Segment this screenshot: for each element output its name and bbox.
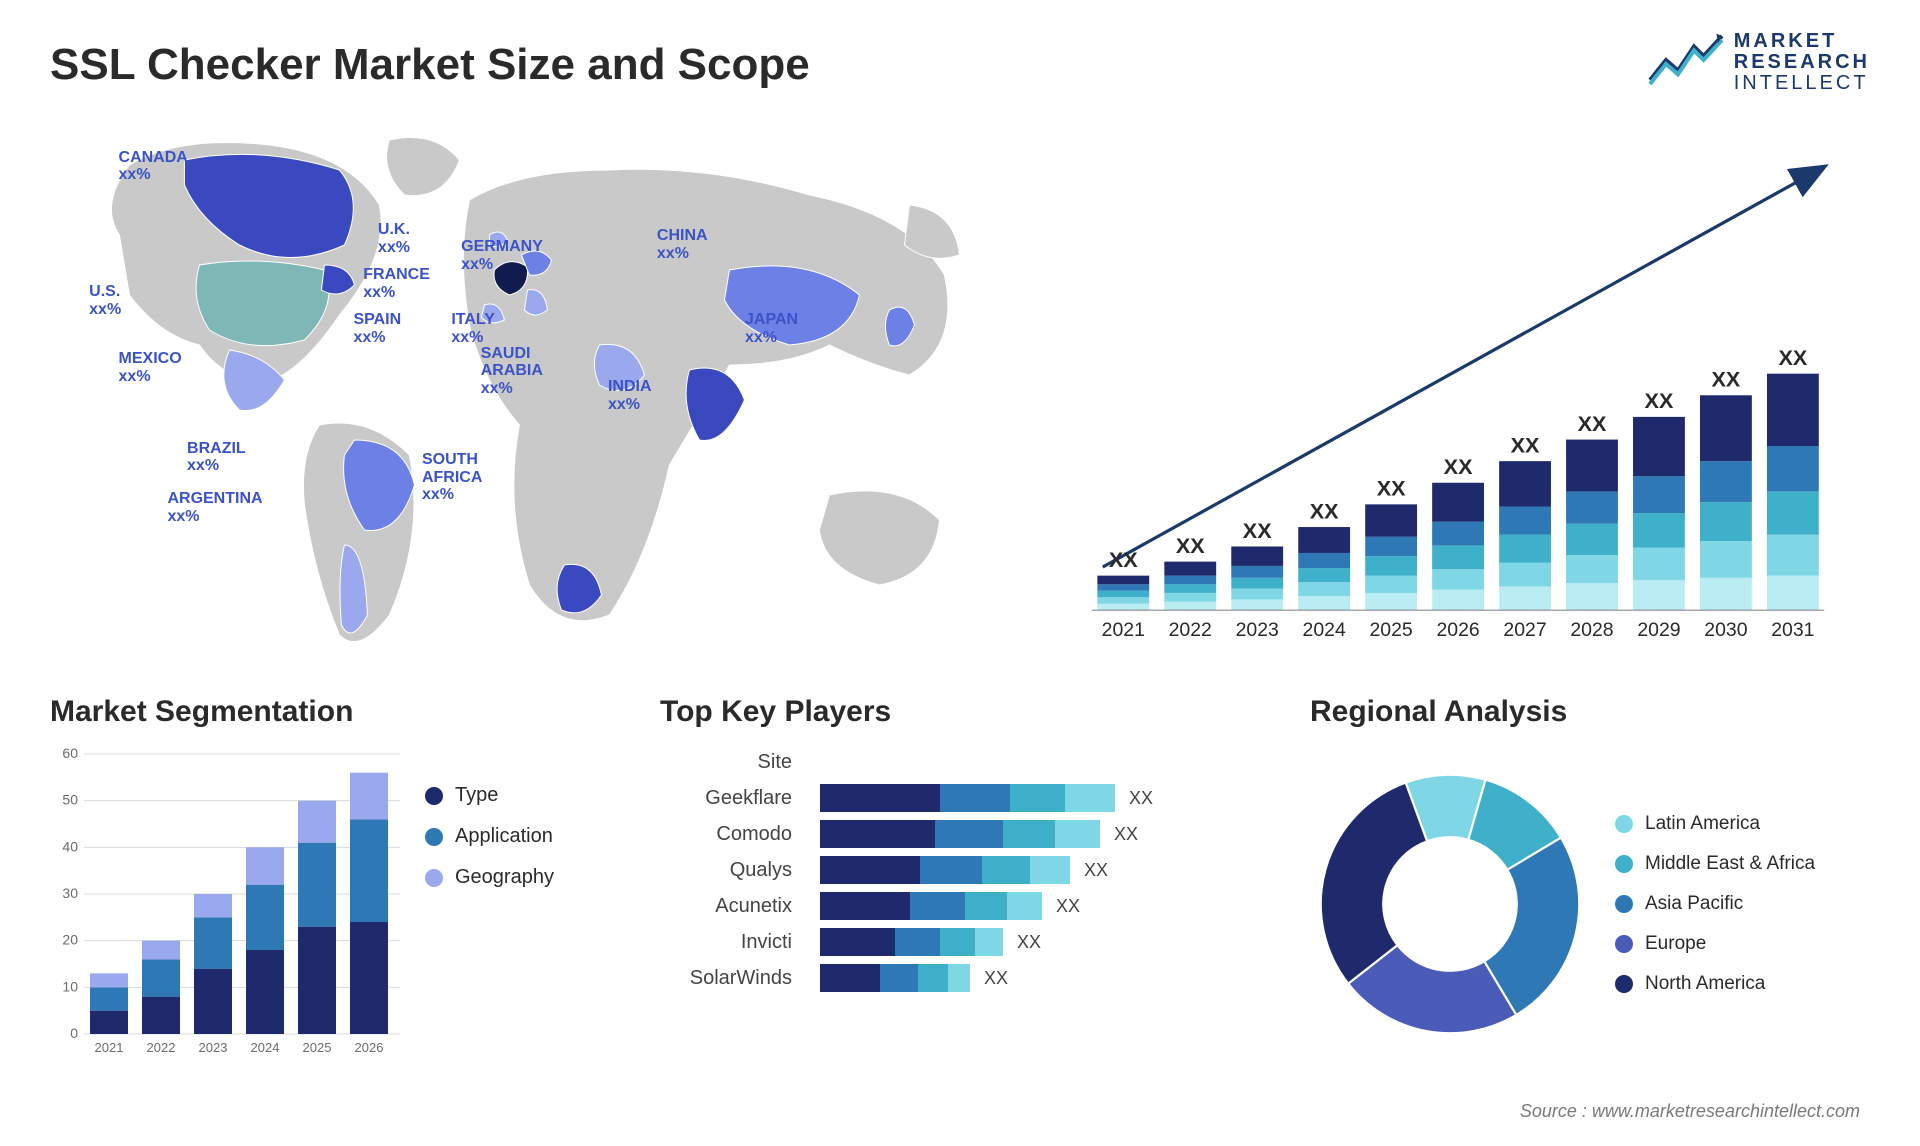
players-labels: Site Geekflare Comodo Qualys Acunetix Invicti… bbox=[660, 744, 800, 996]
svg-text:XX: XX bbox=[1778, 345, 1807, 370]
svg-text:2031: 2031 bbox=[1771, 619, 1814, 641]
svg-text:2026: 2026 bbox=[1436, 619, 1479, 641]
svg-text:2024: 2024 bbox=[1302, 619, 1345, 641]
legend-item: Application bbox=[425, 825, 554, 848]
map-label: SOUTHAFRICAxx% bbox=[422, 451, 482, 504]
svg-text:XX: XX bbox=[1176, 533, 1205, 558]
segmentation-legend: Type Application Geography bbox=[425, 744, 554, 1064]
svg-text:2029: 2029 bbox=[1637, 619, 1680, 641]
svg-text:XX: XX bbox=[1310, 498, 1339, 523]
player-bar-row: XX bbox=[820, 960, 1280, 996]
player-bar-row: XX bbox=[820, 852, 1280, 888]
map-label: JAPANxx% bbox=[745, 311, 798, 346]
svg-text:XX: XX bbox=[1711, 367, 1740, 392]
map-label: FRANCExx% bbox=[363, 266, 430, 301]
map-label: BRAZILxx% bbox=[187, 440, 246, 475]
svg-text:2021: 2021 bbox=[1102, 619, 1145, 641]
svg-text:2028: 2028 bbox=[1570, 619, 1613, 641]
player-label: Acunetix bbox=[660, 895, 792, 918]
player-bar-row: XX bbox=[820, 816, 1280, 852]
map-label: SAUDIARABIAxx% bbox=[481, 345, 543, 398]
svg-text:2024: 2024 bbox=[251, 1040, 280, 1055]
player-bar-row: XX bbox=[820, 924, 1280, 960]
svg-text:XX: XX bbox=[1109, 547, 1138, 572]
segmentation-title: Market Segmentation bbox=[50, 695, 630, 729]
svg-text:XX: XX bbox=[1511, 433, 1540, 458]
regional-panel: Regional Analysis Latin America Middle Ea… bbox=[1310, 695, 1870, 1115]
svg-text:30: 30 bbox=[62, 885, 78, 901]
regional-title: Regional Analysis bbox=[1310, 695, 1870, 729]
svg-text:2022: 2022 bbox=[1168, 619, 1211, 641]
regional-legend: Latin America Middle East & Africa Asia Pa… bbox=[1615, 813, 1815, 995]
svg-text:XX: XX bbox=[1377, 476, 1406, 501]
svg-text:2025: 2025 bbox=[1369, 619, 1412, 641]
svg-text:XX: XX bbox=[1444, 454, 1473, 479]
legend-item: Type bbox=[425, 784, 554, 807]
legend-item: North America bbox=[1615, 973, 1815, 995]
map-label: GERMANYxx% bbox=[461, 238, 543, 273]
svg-text:2025: 2025 bbox=[303, 1040, 332, 1055]
map-label: ITALYxx% bbox=[451, 311, 495, 346]
player-label: Site bbox=[660, 751, 792, 774]
player-label: Invicti bbox=[660, 931, 792, 954]
legend-item: Middle East & Africa bbox=[1615, 853, 1815, 875]
svg-text:60: 60 bbox=[62, 745, 78, 761]
player-label: Qualys bbox=[660, 859, 792, 882]
svg-text:XX: XX bbox=[1243, 518, 1272, 543]
map-label: MEXICOxx% bbox=[119, 350, 182, 385]
map-label: U.S.xx% bbox=[89, 283, 121, 318]
logo-line2: RESEARCH bbox=[1734, 52, 1870, 73]
regional-donut-chart bbox=[1310, 764, 1590, 1044]
players-panel: Top Key Players Site Geekflare Comodo Qualy… bbox=[660, 695, 1280, 1115]
legend-item: Latin America bbox=[1615, 813, 1815, 835]
player-bar-row: XX bbox=[820, 888, 1280, 924]
segmentation-panel: Market Segmentation 0 10 20 30 40 50 60 2021 202… bbox=[50, 695, 630, 1115]
svg-text:10: 10 bbox=[62, 978, 78, 994]
player-bar-row bbox=[820, 744, 1280, 780]
market-size-chart: XX 2021 XX 2022 XX 2023 XX 2024 XX 2025 XX 2026 XX 20… bbox=[1069, 115, 1870, 675]
players-title: Top Key Players bbox=[660, 695, 1280, 729]
legend-item: Geography bbox=[425, 866, 554, 889]
brand-logo: MARKET RESEARCH INTELLECT bbox=[1646, 30, 1870, 95]
svg-text:XX: XX bbox=[1644, 388, 1673, 413]
logo-line1: MARKET bbox=[1734, 31, 1870, 52]
svg-text:2022: 2022 bbox=[147, 1040, 176, 1055]
svg-text:50: 50 bbox=[62, 792, 78, 808]
logo-line3: INTELLECT bbox=[1734, 73, 1870, 94]
page-title: SSL Checker Market Size and Scope bbox=[50, 30, 810, 90]
svg-text:0: 0 bbox=[70, 1025, 78, 1041]
legend-item: Europe bbox=[1615, 933, 1815, 955]
source-attribution: Source : www.marketresearchintellect.com bbox=[1520, 1101, 1860, 1122]
player-bar-row: XX bbox=[820, 780, 1280, 816]
world-map: CANADAxx% U.S.xx% MEXICOxx% BRAZILxx% ARGENT… bbox=[50, 115, 1029, 675]
player-label: Comodo bbox=[660, 823, 792, 846]
svg-text:2027: 2027 bbox=[1503, 619, 1546, 641]
player-label: SolarWinds bbox=[660, 967, 792, 990]
svg-text:40: 40 bbox=[62, 838, 78, 854]
map-label: SPAINxx% bbox=[353, 311, 401, 346]
logo-mark-icon bbox=[1646, 30, 1726, 95]
svg-text:20: 20 bbox=[62, 932, 78, 948]
players-bars: XXXXXXXXXXXX bbox=[820, 744, 1280, 996]
map-label: CHINAxx% bbox=[657, 227, 708, 262]
map-label: INDIAxx% bbox=[608, 378, 652, 413]
player-label: Geekflare bbox=[660, 787, 792, 810]
map-label: CANADAxx% bbox=[119, 149, 188, 184]
svg-text:2023: 2023 bbox=[1235, 619, 1278, 641]
svg-text:2023: 2023 bbox=[199, 1040, 228, 1055]
map-label: U.K.xx% bbox=[378, 221, 410, 256]
segmentation-chart: 0 10 20 30 40 50 60 2021 2022 2023 2024 2025 2026 bbox=[50, 744, 400, 1064]
svg-text:XX: XX bbox=[1577, 411, 1606, 436]
svg-text:2021: 2021 bbox=[95, 1040, 124, 1055]
svg-text:2030: 2030 bbox=[1704, 619, 1747, 641]
map-label: ARGENTINAxx% bbox=[167, 490, 262, 525]
svg-text:2026: 2026 bbox=[355, 1040, 384, 1055]
legend-item: Asia Pacific bbox=[1615, 893, 1815, 915]
